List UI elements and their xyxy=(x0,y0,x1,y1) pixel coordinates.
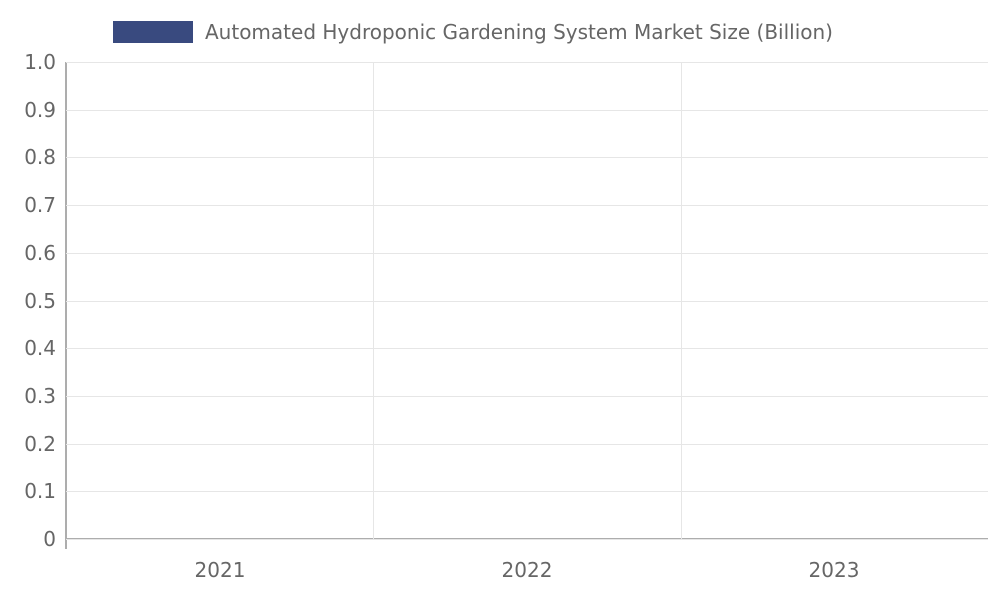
gridline-vertical xyxy=(373,62,374,539)
y-tick-label: 0.6 xyxy=(24,240,56,265)
plot-area xyxy=(66,62,988,540)
y-axis-line xyxy=(65,62,67,549)
y-tick-label: 0.2 xyxy=(24,431,56,456)
gridline-horizontal xyxy=(66,252,988,254)
y-tick-label: 0.1 xyxy=(24,479,56,504)
gridline-horizontal xyxy=(66,491,988,493)
gridline-horizontal xyxy=(66,157,988,159)
x-tick-label: 2022 xyxy=(501,558,553,582)
legend-color-swatch xyxy=(113,21,193,43)
gridline-horizontal xyxy=(66,348,988,350)
y-tick-label: 1.0 xyxy=(24,50,56,74)
legend-label: Automated Hydroponic Gardening System Ma… xyxy=(205,20,833,44)
y-tick-label: 0.9 xyxy=(24,97,56,122)
y-tick-label: 0.7 xyxy=(24,193,56,218)
gridline-horizontal xyxy=(66,62,988,63)
x-tick-label: 2021 xyxy=(194,558,246,582)
y-tick-label: 0.5 xyxy=(24,288,56,313)
gridline-horizontal xyxy=(66,300,988,302)
x-tick-label: 2023 xyxy=(808,558,860,582)
y-tick-label: 0 xyxy=(43,527,56,551)
y-tick-label: 0.3 xyxy=(24,383,56,408)
y-tick-label: 0.8 xyxy=(24,145,56,170)
y-axis-tick-labels: 0 0.1 0.2 0.3 0.4 0.5 0.6 0.7 0.8 0.9 1.0 xyxy=(0,52,56,549)
y-tick-label: 0.4 xyxy=(24,336,56,361)
gridline-vertical xyxy=(681,62,682,539)
chart-legend: Automated Hydroponic Gardening System Ma… xyxy=(113,18,833,46)
x-axis-tick-labels: 2021 2022 2023 xyxy=(66,558,988,588)
gridline-horizontal xyxy=(66,205,988,207)
gridline-horizontal xyxy=(66,443,988,445)
gridline-horizontal xyxy=(66,395,988,397)
series-layer xyxy=(66,62,988,539)
gridline-horizontal xyxy=(66,109,988,111)
gridline-horizontal xyxy=(66,539,988,540)
